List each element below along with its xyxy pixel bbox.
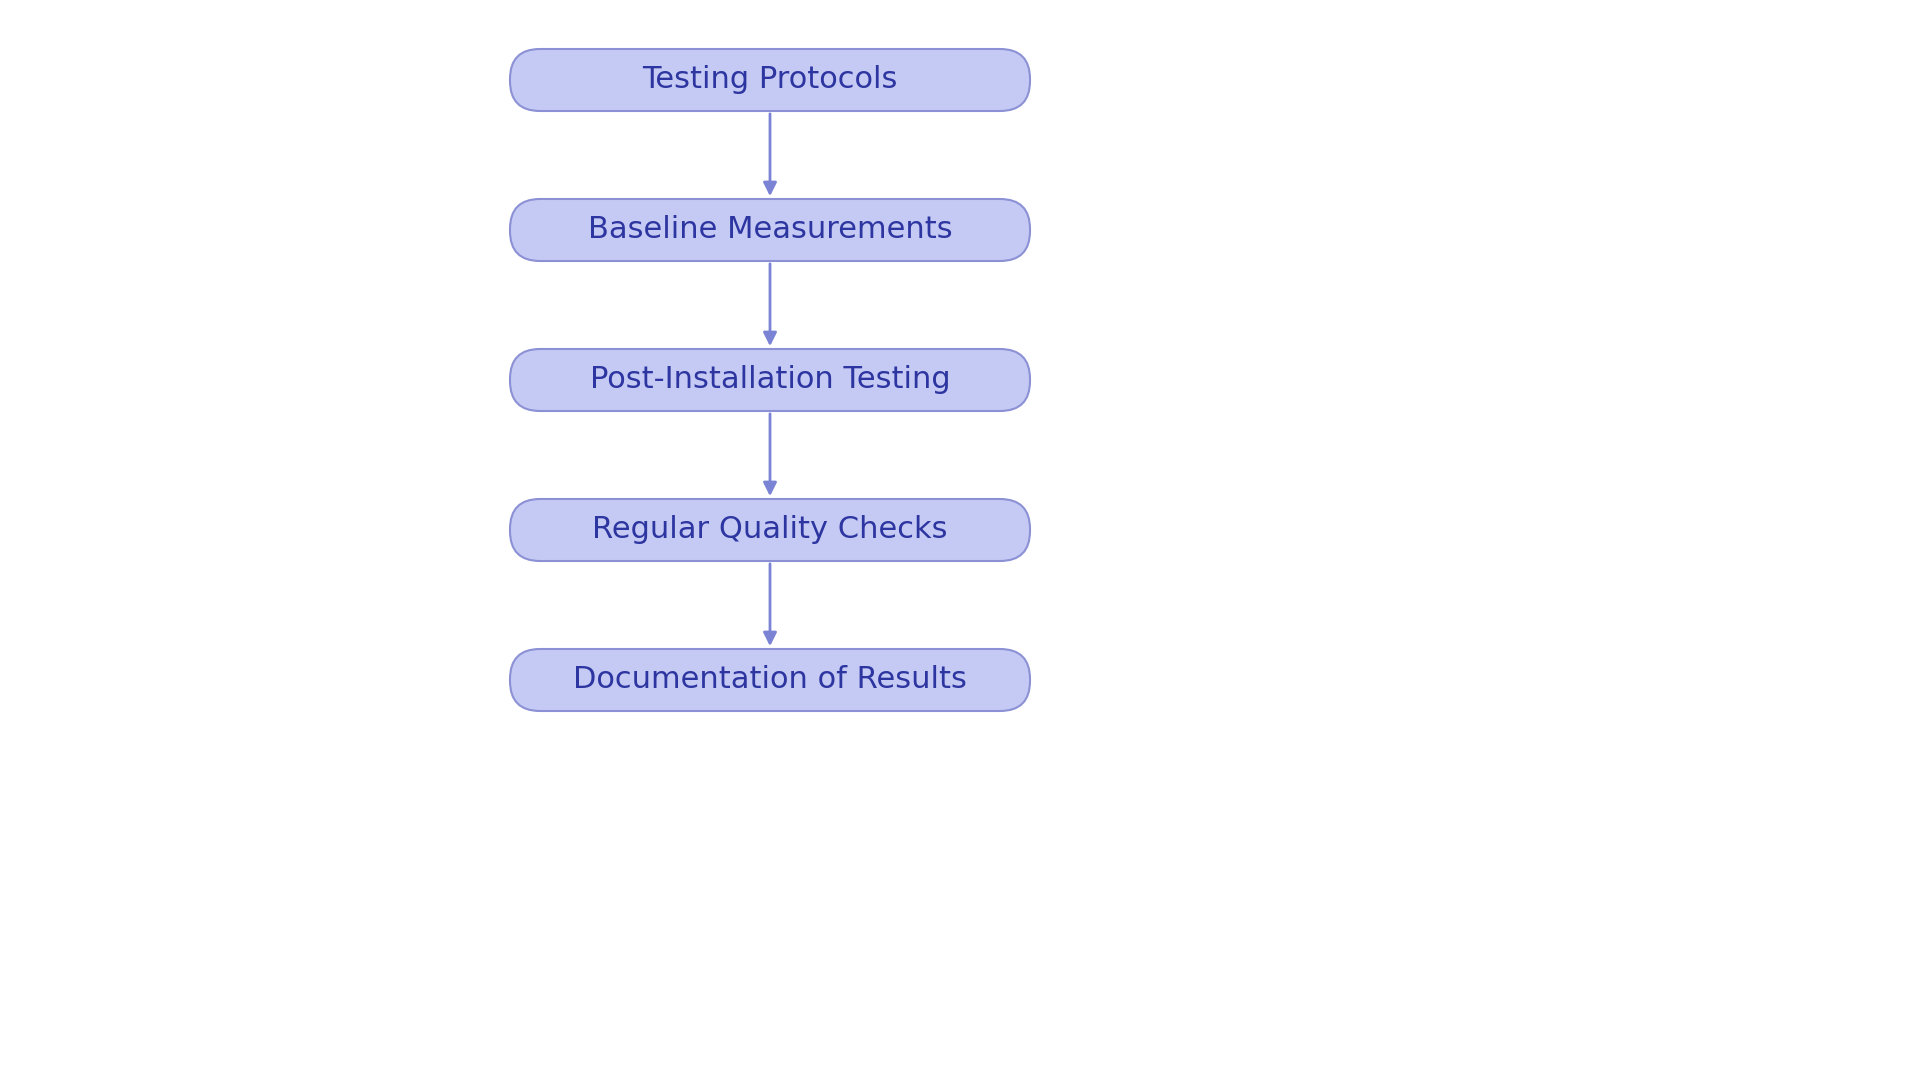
FancyBboxPatch shape bbox=[511, 649, 1029, 712]
Text: Documentation of Results: Documentation of Results bbox=[572, 665, 968, 694]
FancyBboxPatch shape bbox=[511, 499, 1029, 561]
FancyBboxPatch shape bbox=[511, 349, 1029, 412]
Text: Baseline Measurements: Baseline Measurements bbox=[588, 216, 952, 245]
FancyBboxPatch shape bbox=[511, 199, 1029, 261]
Text: Post-Installation Testing: Post-Installation Testing bbox=[589, 365, 950, 394]
FancyBboxPatch shape bbox=[511, 49, 1029, 110]
Text: Testing Protocols: Testing Protocols bbox=[643, 65, 899, 94]
Text: Regular Quality Checks: Regular Quality Checks bbox=[591, 516, 948, 545]
